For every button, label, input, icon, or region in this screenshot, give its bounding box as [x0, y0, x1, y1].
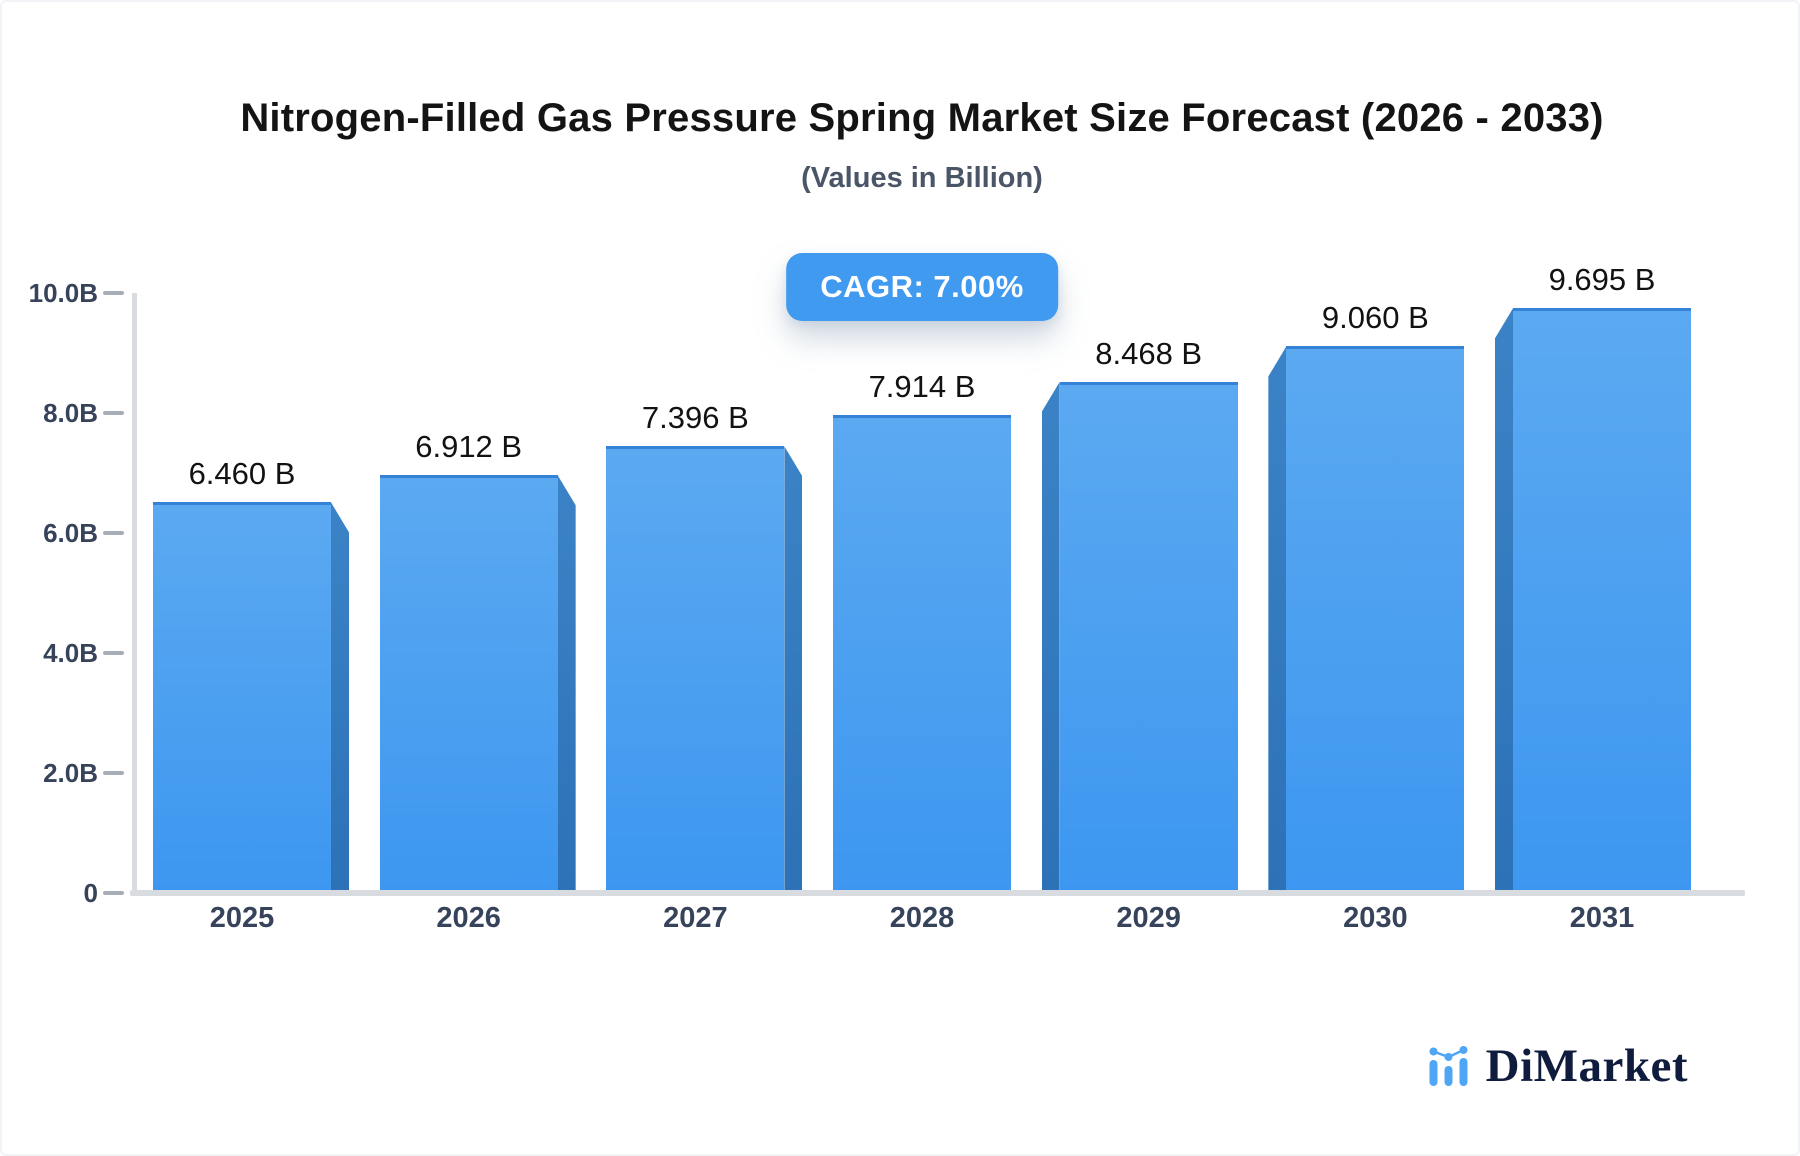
chart-subtitle: (Values in Billion) [801, 162, 1043, 194]
brand-logo: DiMarket [1427, 1040, 1688, 1092]
bar-value-label: 6.460 B [188, 456, 296, 492]
x-axis-line [130, 890, 1745, 896]
bar-3d-side [784, 446, 803, 890]
x-axis-category-label: 2027 [663, 902, 728, 934]
x-axis-category-label: 2028 [889, 902, 955, 934]
bar [1513, 308, 1692, 890]
bar [1286, 346, 1465, 890]
cagr-badge: CAGR: 7.00% [786, 253, 1058, 321]
x-axis-category-label: 2026 [436, 902, 501, 934]
y-axis-tick [103, 531, 124, 535]
bar-value-label: 6.912 B [415, 429, 523, 465]
y-axis-line [132, 293, 137, 896]
y-axis-tick [103, 891, 124, 895]
bar-3d-side [1495, 308, 1514, 890]
bar-value-label: 8.468 B [1095, 335, 1203, 371]
chart-title: Nitrogen-Filled Gas Pressure Spring Mark… [240, 96, 1604, 140]
bar-3d-side [331, 502, 349, 890]
y-axis-tick [103, 291, 124, 295]
bar [833, 415, 1011, 890]
bar-value-label: 7.396 B [641, 400, 749, 436]
y-axis-tick-label: 4.0B [43, 638, 98, 668]
bar-3d-side [1041, 381, 1060, 890]
bar-3d-side [1268, 346, 1287, 890]
x-axis-category-label: 2031 [1569, 902, 1635, 934]
bar-value-label: 7.914 B [868, 369, 976, 405]
bar [1059, 381, 1238, 890]
bar-value-label: 9.060 B [1321, 300, 1429, 336]
y-axis-tick-label: 6.0B [43, 518, 98, 548]
bar [379, 475, 558, 890]
bar-value-label: 9.695 B [1548, 262, 1656, 298]
brand-logo-text: DiMarket [1485, 1040, 1688, 1092]
y-axis-tick-label: 2.0B [43, 758, 98, 788]
cagr-badge-label: CAGR: 7.00% [820, 269, 1024, 304]
x-axis-category-label: 2029 [1116, 902, 1181, 934]
y-axis-tick [103, 771, 124, 775]
bar-3d-side [557, 475, 576, 890]
x-axis-category-label: 2030 [1343, 902, 1408, 934]
y-axis-tick [103, 411, 124, 415]
y-axis-tick-label: 10.0B [28, 278, 98, 308]
y-axis-tick-label: 0 [83, 878, 98, 908]
y-axis-tick [103, 651, 124, 655]
x-axis-category-label: 2025 [209, 902, 275, 934]
brand-logo-icon [1429, 1046, 1468, 1086]
bar [606, 446, 785, 890]
bar [153, 502, 331, 890]
y-axis-tick-label: 8.0B [43, 398, 98, 428]
